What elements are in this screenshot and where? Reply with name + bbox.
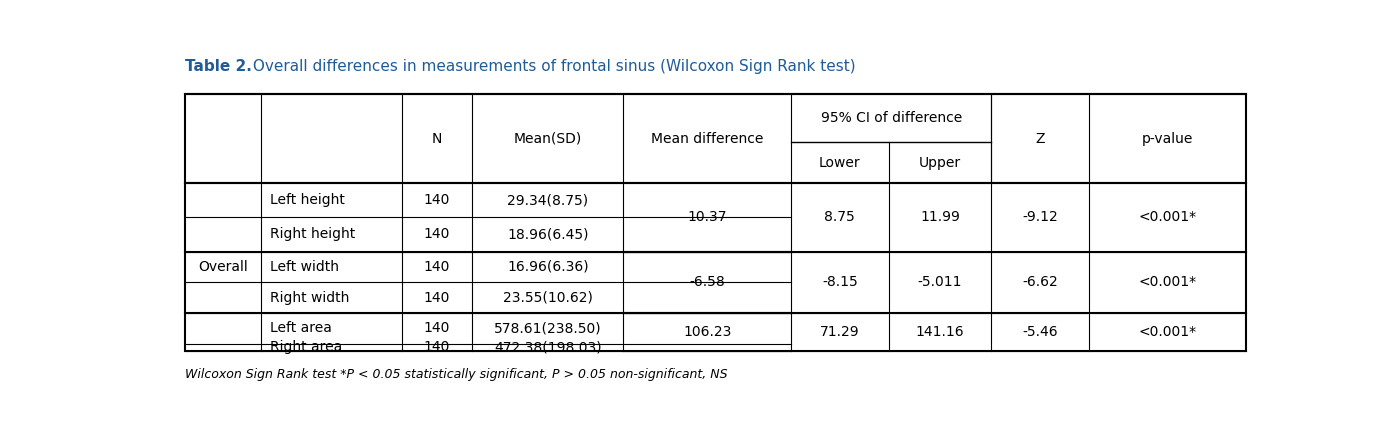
Text: 16.96(6.36): 16.96(6.36) [507, 260, 589, 274]
Text: 23.55(10.62): 23.55(10.62) [503, 291, 593, 305]
Text: -9.12: -9.12 [1022, 210, 1058, 224]
Text: 10.37: 10.37 [688, 210, 727, 224]
Text: 140: 140 [423, 291, 450, 305]
Text: 140: 140 [423, 321, 450, 336]
Text: 578.61(238.50): 578.61(238.50) [494, 321, 602, 336]
Text: Right height: Right height [269, 227, 355, 242]
Text: Left width: Left width [269, 260, 339, 274]
Text: Right area: Right area [269, 340, 342, 354]
Text: 8.75: 8.75 [825, 210, 856, 224]
Text: Overall: Overall [198, 260, 248, 274]
Text: 95% CI of difference: 95% CI of difference [821, 111, 962, 125]
Text: Left area: Left area [269, 321, 332, 336]
Bar [186, 94, 1245, 351]
Text: 472.38(198.03): 472.38(198.03) [494, 340, 602, 354]
Text: 140: 140 [423, 193, 450, 207]
Text: -5.011: -5.011 [917, 275, 962, 289]
Text: 140: 140 [423, 260, 450, 274]
Text: 106.23: 106.23 [683, 325, 732, 339]
Text: Upper: Upper [919, 156, 960, 170]
Text: Wilcoxon Sign Rank test *P < 0.05 statistically significant, P > 0.05 non-signif: Wilcoxon Sign Rank test *P < 0.05 statis… [186, 368, 727, 381]
Text: Mean(SD): Mean(SD) [514, 132, 582, 146]
Text: p-value: p-value [1142, 132, 1192, 146]
Text: Z: Z [1036, 132, 1044, 146]
Text: 11.99: 11.99 [920, 210, 960, 224]
Text: 71.29: 71.29 [819, 325, 860, 339]
Text: Left height: Left height [269, 193, 345, 207]
Text: 140: 140 [423, 227, 450, 242]
Text: <0.001*: <0.001* [1138, 325, 1196, 339]
Text: Lower: Lower [819, 156, 861, 170]
Text: 18.96(6.45): 18.96(6.45) [507, 227, 589, 242]
Text: <0.001*: <0.001* [1138, 210, 1196, 224]
Text: Right width: Right width [269, 291, 349, 305]
Text: -8.15: -8.15 [822, 275, 857, 289]
Text: -5.46: -5.46 [1022, 325, 1058, 339]
Text: N: N [431, 132, 443, 146]
Text: 141.16: 141.16 [916, 325, 965, 339]
Text: <0.001*: <0.001* [1138, 275, 1196, 289]
Text: 140: 140 [423, 340, 450, 354]
Text: -6.58: -6.58 [690, 275, 725, 289]
Text: 29.34(8.75): 29.34(8.75) [507, 193, 588, 207]
Text: -6.62: -6.62 [1022, 275, 1058, 289]
Text: Mean difference: Mean difference [651, 132, 764, 146]
Text: Overall differences in measurements of frontal sinus (Wilcoxon Sign Rank test): Overall differences in measurements of f… [248, 59, 856, 74]
Text: Table 2.: Table 2. [186, 59, 253, 74]
